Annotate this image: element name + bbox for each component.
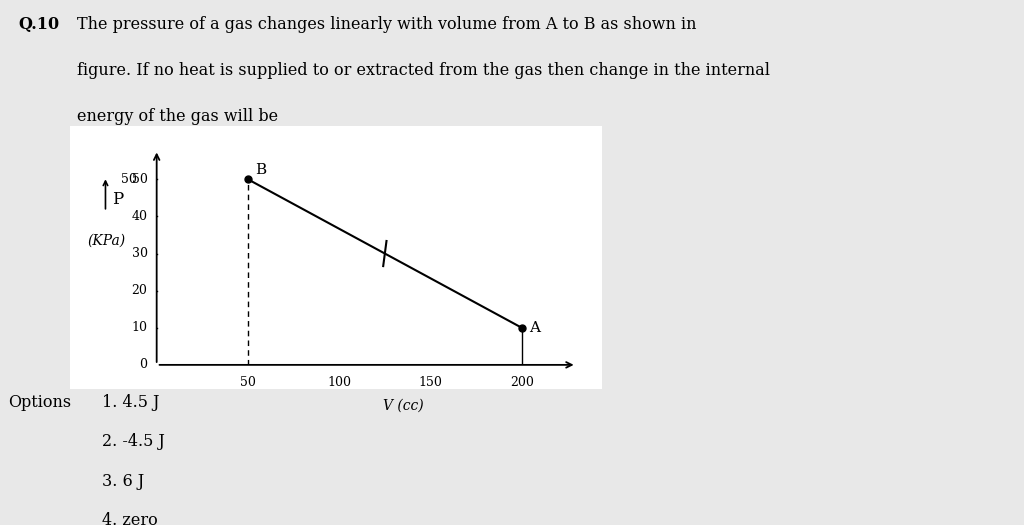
Text: 200: 200 — [510, 376, 534, 389]
Text: 20: 20 — [132, 284, 147, 297]
Text: 40: 40 — [131, 210, 147, 223]
Text: 3. 6 J: 3. 6 J — [102, 472, 144, 489]
Text: A: A — [529, 321, 540, 335]
Text: 4. zero: 4. zero — [102, 512, 158, 525]
Text: 50: 50 — [240, 376, 256, 389]
Text: 50: 50 — [132, 173, 147, 186]
Text: (KPa): (KPa) — [87, 233, 125, 247]
Text: Q.10: Q.10 — [18, 16, 59, 33]
Text: B: B — [255, 163, 266, 177]
Text: V (cc): V (cc) — [383, 398, 423, 412]
Text: 100: 100 — [328, 376, 351, 389]
Text: 2. -4.5 J: 2. -4.5 J — [102, 433, 165, 450]
Text: energy of the gas will be: energy of the gas will be — [77, 108, 278, 125]
Text: 1. 4.5 J: 1. 4.5 J — [102, 394, 160, 411]
Text: 50: 50 — [121, 173, 137, 186]
Text: Options: Options — [8, 394, 72, 411]
Text: The pressure of a gas changes linearly with volume from A to B as shown in: The pressure of a gas changes linearly w… — [77, 16, 696, 33]
Text: 150: 150 — [419, 376, 442, 389]
Text: 0: 0 — [139, 359, 147, 371]
Text: 30: 30 — [131, 247, 147, 260]
Text: figure. If no heat is supplied to or extracted from the gas then change in the i: figure. If no heat is supplied to or ext… — [77, 62, 770, 79]
Text: P: P — [112, 191, 123, 208]
Text: 10: 10 — [131, 321, 147, 334]
